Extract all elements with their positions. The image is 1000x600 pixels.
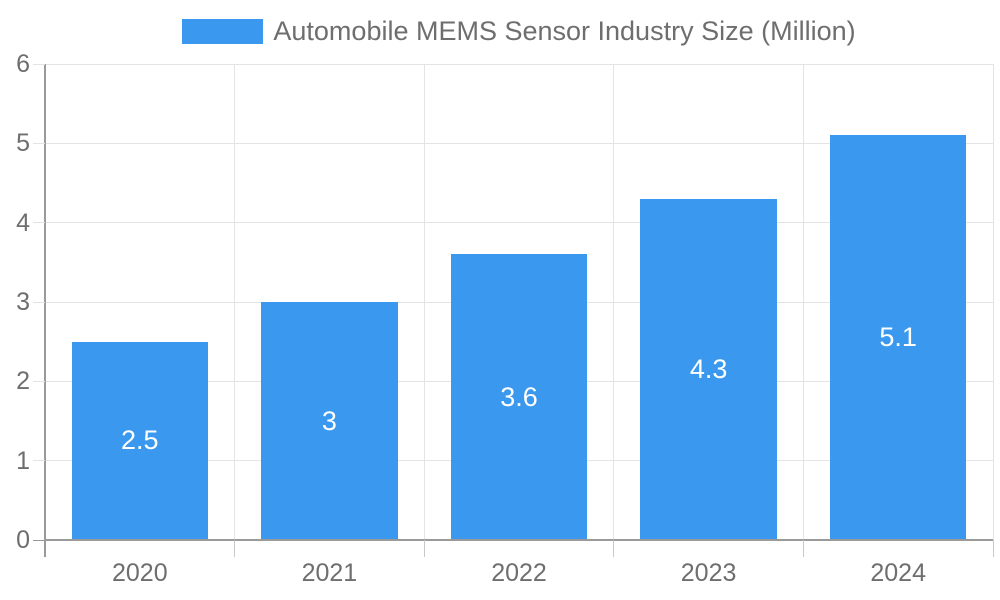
- y-tick-label: 1: [16, 446, 30, 475]
- gridline: [423, 64, 425, 540]
- bar: 4.3: [640, 198, 777, 540]
- gridline: [45, 63, 993, 65]
- bar-value-label: 2.5: [121, 425, 159, 456]
- x-tick-label: 2023: [680, 559, 737, 587]
- bar-value-label: 3: [321, 405, 337, 436]
- tick-mark: [234, 540, 236, 557]
- y-tick-label: 4: [16, 208, 30, 237]
- legend-label: Automobile MEMS Sensor Industry Size (Mi…: [273, 15, 856, 46]
- tick-mark: [802, 540, 804, 557]
- y-tick-label: 3: [16, 288, 30, 316]
- gridline: [992, 64, 994, 540]
- tick-mark: [33, 380, 45, 382]
- tick-mark: [33, 142, 45, 144]
- bar-value-label: 4.3: [689, 353, 728, 384]
- gridline: [45, 142, 993, 144]
- tick-mark: [33, 460, 45, 462]
- tick-mark: [613, 540, 615, 557]
- bar: 3: [261, 302, 398, 540]
- y-tick-label: 0: [16, 526, 30, 554]
- tick-mark: [33, 301, 45, 303]
- tick-mark: [33, 539, 45, 541]
- x-tick-label: 2020: [111, 559, 168, 587]
- gridline: [45, 222, 993, 224]
- y-tick-label: 2: [16, 367, 30, 396]
- gridline: [234, 64, 236, 540]
- tick-mark: [423, 540, 425, 557]
- bar: 2.5: [71, 341, 209, 540]
- legend-swatch-icon: [182, 18, 264, 44]
- gridline: [802, 64, 804, 540]
- bar-value-label: 5.1: [879, 322, 917, 353]
- bar: 3.6: [450, 254, 588, 540]
- bar-value-label: 3.6: [500, 381, 538, 412]
- x-axis-line: [45, 539, 993, 541]
- x-tick-label: 2024: [870, 559, 926, 587]
- tick-mark: [992, 540, 994, 557]
- legend[interactable]: Automobile MEMS Sensor Industry Size (Mi…: [45, 16, 993, 46]
- tick-mark: [33, 222, 45, 224]
- x-tick-label: 2021: [301, 559, 358, 587]
- y-tick-label: 6: [16, 50, 30, 78]
- tick-mark: [33, 63, 45, 65]
- x-tick-label: 2022: [491, 559, 547, 587]
- plot-area: 2.5 3 3.6 4.3 5.1: [44, 63, 994, 557]
- bar: 5.1: [829, 135, 967, 540]
- gridline: [613, 64, 615, 540]
- y-axis-line: [44, 64, 46, 557]
- y-tick-label: 5: [16, 129, 30, 158]
